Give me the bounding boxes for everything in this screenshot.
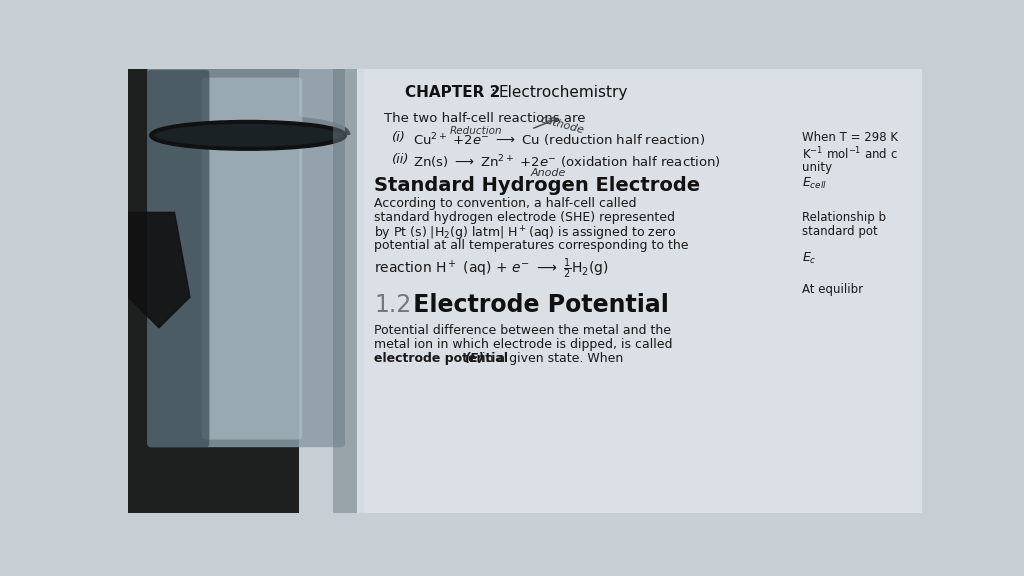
Text: (i): (i) <box>391 131 406 145</box>
Text: metal ion in which electrode is dipped, is called: metal ion in which electrode is dipped, … <box>375 338 673 351</box>
Text: unity: unity <box>802 161 833 174</box>
Text: When T = 298 K: When T = 298 K <box>802 131 898 145</box>
Text: Electrode Potential: Electrode Potential <box>406 293 670 317</box>
Text: by Pt (s) |H$_2$(g) latm| H$^+$(aq) is assigned to zero: by Pt (s) |H$_2$(g) latm| H$^+$(aq) is a… <box>375 225 677 243</box>
Text: (ii): (ii) <box>391 153 409 166</box>
Text: Standard Hydrogen Electrode: Standard Hydrogen Electrode <box>375 176 700 195</box>
Text: Cu$^{2+}$ +2$e^{-}$ $\longrightarrow$ Cu (reduction half reaction): Cu$^{2+}$ +2$e^{-}$ $\longrightarrow$ Cu… <box>414 131 706 149</box>
Text: Potential difference between the metal and the: Potential difference between the metal a… <box>375 324 672 337</box>
Text: Relationship b: Relationship b <box>802 211 886 224</box>
Text: (E): (E) <box>464 352 483 365</box>
Text: Zn(s) $\longrightarrow$ Zn$^{2+}$ +2$e^{-}$ (oxidation half reaction): Zn(s) $\longrightarrow$ Zn$^{2+}$ +2$e^{… <box>414 153 721 170</box>
Text: Electrochemistry: Electrochemistry <box>499 85 628 100</box>
Text: K$^{-1}$ mol$^{-1}$ and c: K$^{-1}$ mol$^{-1}$ and c <box>802 146 898 163</box>
FancyBboxPatch shape <box>147 65 345 447</box>
Text: :: : <box>486 85 501 100</box>
Text: At equilibr: At equilibr <box>802 283 863 296</box>
Text: standard pot: standard pot <box>802 225 878 238</box>
Text: $E_{cell}$: $E_{cell}$ <box>802 176 827 191</box>
Bar <box>334 69 365 513</box>
Text: cathode: cathode <box>539 115 585 136</box>
Text: standard hydrogen electrode (SHE) represented: standard hydrogen electrode (SHE) repres… <box>375 211 676 224</box>
Ellipse shape <box>152 122 345 149</box>
FancyBboxPatch shape <box>202 78 302 439</box>
Bar <box>356 69 922 513</box>
Text: electrode potential: electrode potential <box>375 352 513 365</box>
Text: reaction H$^+$ (aq) + $e^{-}$ $\longrightarrow$ $\frac{1}{2}$H$_2$(g): reaction H$^+$ (aq) + $e^{-}$ $\longrigh… <box>375 256 609 281</box>
Text: 1.2: 1.2 <box>375 293 412 317</box>
Text: potential at all temperatures corresponding to the: potential at all temperatures correspond… <box>375 238 689 252</box>
Text: Reduction: Reduction <box>450 126 502 136</box>
FancyBboxPatch shape <box>147 70 209 447</box>
Text: in a given state. When: in a given state. When <box>478 352 624 365</box>
Text: CHAPTER 2: CHAPTER 2 <box>406 85 501 100</box>
Text: Anode: Anode <box>531 168 566 177</box>
Polygon shape <box>128 213 190 328</box>
Text: According to convention, a half-cell called: According to convention, a half-cell cal… <box>375 197 637 210</box>
Text: The two half-cell reactions are: The two half-cell reactions are <box>384 112 586 125</box>
Bar <box>128 69 299 513</box>
Text: $E_c$: $E_c$ <box>802 251 817 266</box>
